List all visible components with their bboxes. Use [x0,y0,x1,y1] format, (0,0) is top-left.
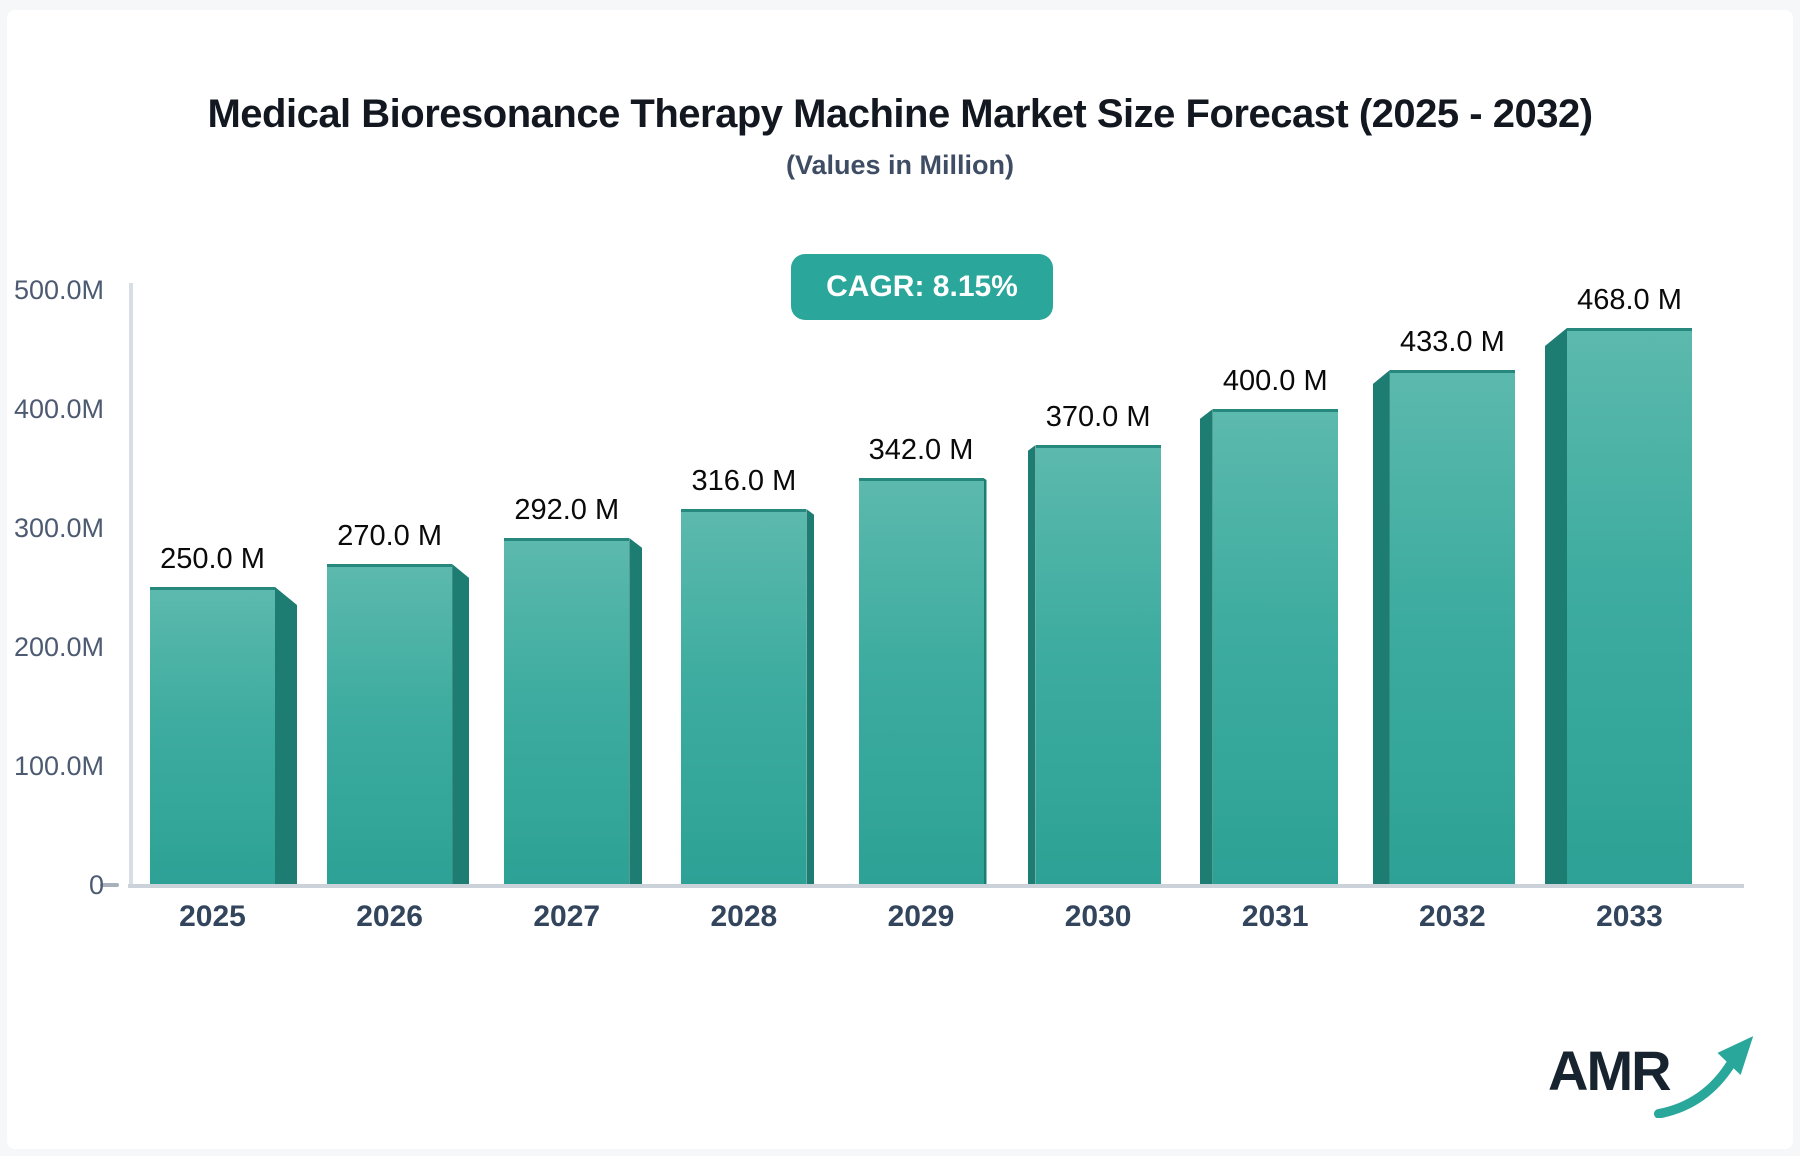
amr-logo-text: AMR [1548,1039,1672,1102]
x-axis-label-2026: 2026 [356,900,423,933]
x-axis-label-2029: 2029 [887,900,955,933]
bar-2030-side-face [1027,445,1036,885]
bar-value-label: 316.0 M [691,465,797,497]
bar-2031-side-face [1199,409,1213,885]
bar-2028[interactable] [681,509,807,885]
bar-2029[interactable] [858,478,984,885]
cagr-badge: CAGR: 8.15% [791,254,1053,320]
bar-2032[interactable] [1389,370,1515,885]
bar-value-label: 370.0 M [1045,401,1151,433]
x-axis-label-2027: 2027 [533,900,601,933]
x-axis-label-2025: 2025 [179,900,246,933]
bar-value-label: 250.0 M [160,543,265,575]
y-axis-label-300.0M: 300.0M [13,513,104,543]
bar-value-label: 292.0 M [514,494,620,526]
x-axis-label-2033: 2033 [1596,900,1663,933]
bar-value-label: 433.0 M [1399,326,1505,358]
bar-value-label: 468.0 M [1577,284,1682,316]
bar-2025[interactable] [150,587,275,885]
bar-2033-side-face [1545,328,1567,885]
bar-value-label: 400.0 M [1222,365,1328,397]
bar-2033[interactable] [1567,328,1692,885]
x-axis-label-2032: 2032 [1419,900,1486,933]
bar-2027-side-face [629,538,643,885]
y-axis-line [129,283,133,888]
bar-2031[interactable] [1212,409,1338,885]
bar-2028-side-face [806,509,815,885]
amr-logo: AMR [1548,1036,1778,1128]
bar-2030[interactable] [1035,445,1161,885]
bar-2025-side-face [275,587,297,885]
chart-subtitle: (Values in Million) [785,150,1015,180]
y-axis-label-400.0M: 400.0M [13,394,104,424]
y-axis-label-100.0M: 100.0M [13,751,104,781]
y-axis-label-0: 0 [88,870,104,900]
y-axis-label-200.0M: 200.0M [13,632,104,662]
bar-2032-side-face [1372,370,1390,885]
bar-2026[interactable] [327,564,453,885]
x-axis-label-2030: 2030 [1064,900,1132,933]
bar-2027[interactable] [504,538,630,885]
bar-value-label: 270.0 M [337,520,443,552]
x-axis-baseline [128,884,1744,888]
x-axis-label-2028: 2028 [710,900,778,933]
bar-2026-side-face [452,564,470,885]
y-axis-label-500.0M: 500.0M [13,275,104,305]
chart-title: Medical Bioresonance Therapy Machine Mar… [207,92,1593,136]
x-axis-label-2031: 2031 [1241,900,1309,933]
amr-logo-arrow-icon [1653,1036,1754,1118]
bar-value-label: 342.0 M [868,434,974,466]
zero-tick-mark [100,883,119,887]
bar-2029-side-face [983,478,987,885]
